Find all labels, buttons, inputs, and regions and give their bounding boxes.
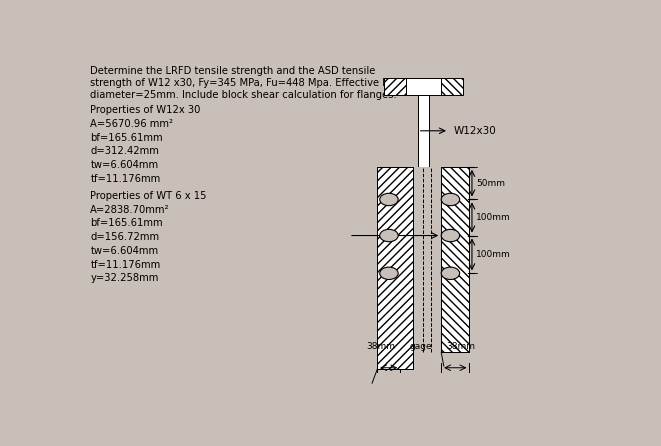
Bar xyxy=(442,167,469,352)
Text: gage: gage xyxy=(409,342,432,351)
Text: strength of W12 x30, Fy=345 MPa, Fu=448 Mpa. Effective hole: strength of W12 x30, Fy=345 MPa, Fu=448 … xyxy=(91,78,404,87)
Text: bf=165.61mm: bf=165.61mm xyxy=(91,132,163,143)
Text: diameter=25mm. Include block shear calculation for flanges.: diameter=25mm. Include block shear calcu… xyxy=(91,90,397,99)
Text: bf=165.61mm: bf=165.61mm xyxy=(91,219,163,228)
Text: tw=6.604mm: tw=6.604mm xyxy=(91,160,159,170)
Text: 50mm: 50mm xyxy=(476,179,505,188)
Circle shape xyxy=(442,267,459,280)
Bar xyxy=(383,184,406,201)
Circle shape xyxy=(442,193,459,206)
Bar xyxy=(442,167,469,352)
Circle shape xyxy=(379,193,398,206)
Text: 38mm: 38mm xyxy=(446,342,475,351)
Bar xyxy=(383,78,463,95)
Text: y=32.258mm: y=32.258mm xyxy=(91,273,159,283)
Circle shape xyxy=(379,267,398,280)
Bar xyxy=(377,167,413,369)
Bar xyxy=(418,95,429,184)
Text: Properties of W12x 30: Properties of W12x 30 xyxy=(91,105,201,115)
Text: Determine the LRFD tensile strength and the ASD tensile: Determine the LRFD tensile strength and … xyxy=(91,66,375,75)
Text: A=2838.70mm²: A=2838.70mm² xyxy=(91,205,170,215)
Bar xyxy=(383,78,406,95)
Circle shape xyxy=(442,229,459,242)
Bar xyxy=(441,184,463,201)
Bar xyxy=(377,167,413,369)
Bar xyxy=(383,184,463,201)
Text: tf=11.176mm: tf=11.176mm xyxy=(91,260,161,269)
Text: 100mm: 100mm xyxy=(476,250,511,259)
Bar xyxy=(441,78,463,95)
Bar xyxy=(413,167,442,352)
Text: tw=6.604mm: tw=6.604mm xyxy=(91,246,159,256)
Text: 38mm: 38mm xyxy=(367,342,395,351)
Text: tf=11.176mm: tf=11.176mm xyxy=(91,173,161,184)
Text: Properties of WT 6 x 15: Properties of WT 6 x 15 xyxy=(91,191,207,201)
Text: A=5670.96 mm²: A=5670.96 mm² xyxy=(91,119,173,129)
Circle shape xyxy=(379,229,398,242)
Text: d=312.42mm: d=312.42mm xyxy=(91,146,159,156)
Text: 100mm: 100mm xyxy=(476,213,511,222)
Text: d=156.72mm: d=156.72mm xyxy=(91,232,159,242)
Text: W12x30: W12x30 xyxy=(454,126,497,136)
